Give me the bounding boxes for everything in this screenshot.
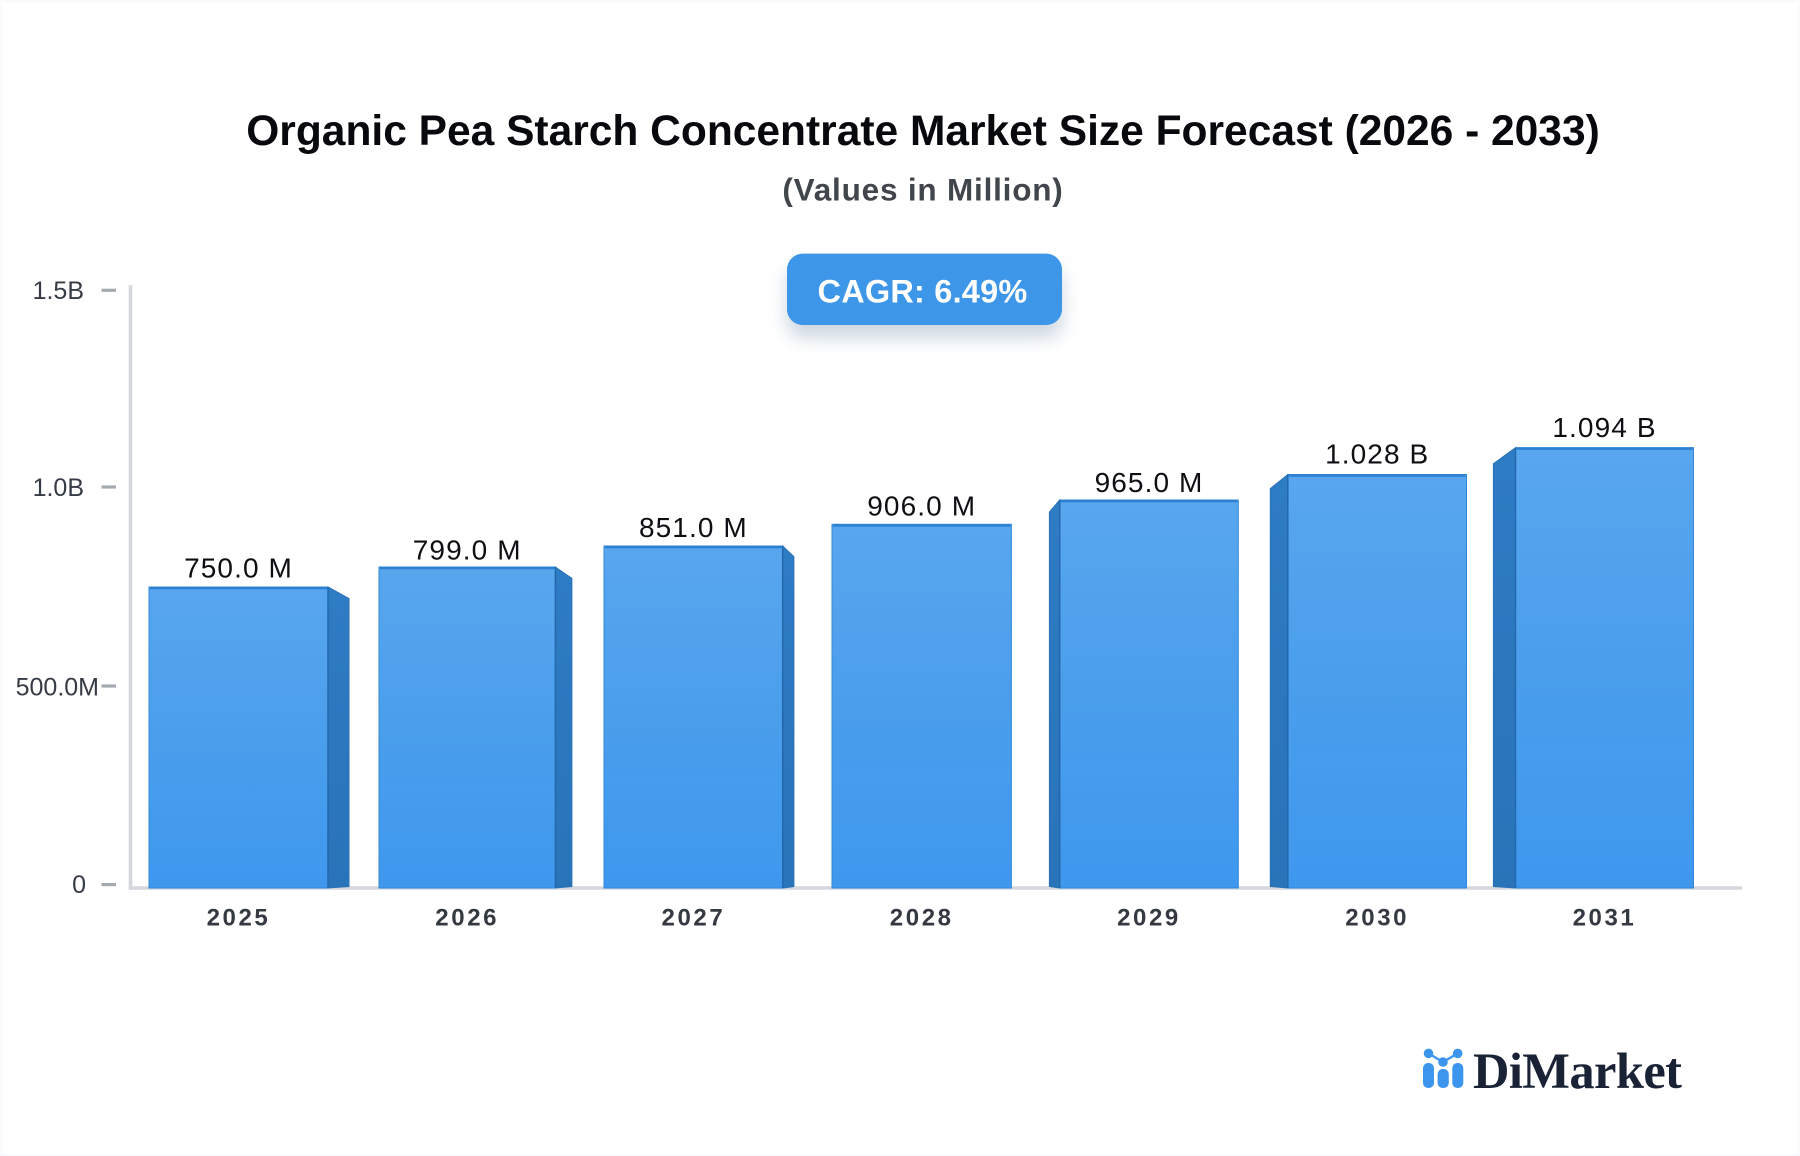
- svg-text:2031: 2031: [1573, 905, 1637, 932]
- svg-text:1.5B: 1.5B: [33, 277, 84, 305]
- svg-text:2029: 2029: [1117, 905, 1181, 932]
- svg-text:750.0 M: 750.0 M: [184, 553, 293, 584]
- svg-text:2028: 2028: [890, 905, 954, 932]
- svg-text:2025: 2025: [207, 905, 271, 932]
- svg-text:(Values in Million): (Values in Million): [782, 172, 1063, 208]
- svg-text:2030: 2030: [1345, 905, 1409, 932]
- svg-text:906.0 M: 906.0 M: [867, 491, 976, 522]
- svg-text:500.0M: 500.0M: [16, 673, 99, 701]
- svg-text:0: 0: [72, 871, 86, 899]
- svg-text:CAGR: 6.49%: CAGR: 6.49%: [818, 274, 1028, 310]
- svg-text:965.0 M: 965.0 M: [1095, 467, 1204, 498]
- svg-text:DiMarket: DiMarket: [1473, 1043, 1682, 1099]
- svg-text:1.0B: 1.0B: [33, 474, 84, 502]
- svg-text:1.028 B: 1.028 B: [1325, 439, 1429, 470]
- svg-text:2026: 2026: [435, 905, 499, 932]
- svg-text:851.0 M: 851.0 M: [639, 512, 748, 543]
- svg-text:799.0 M: 799.0 M: [413, 535, 522, 566]
- svg-text:1.094 B: 1.094 B: [1552, 412, 1656, 443]
- svg-text:Organic Pea Starch Concentrate: Organic Pea Starch Concentrate Market Si…: [246, 108, 1599, 155]
- svg-text:2027: 2027: [662, 905, 726, 932]
